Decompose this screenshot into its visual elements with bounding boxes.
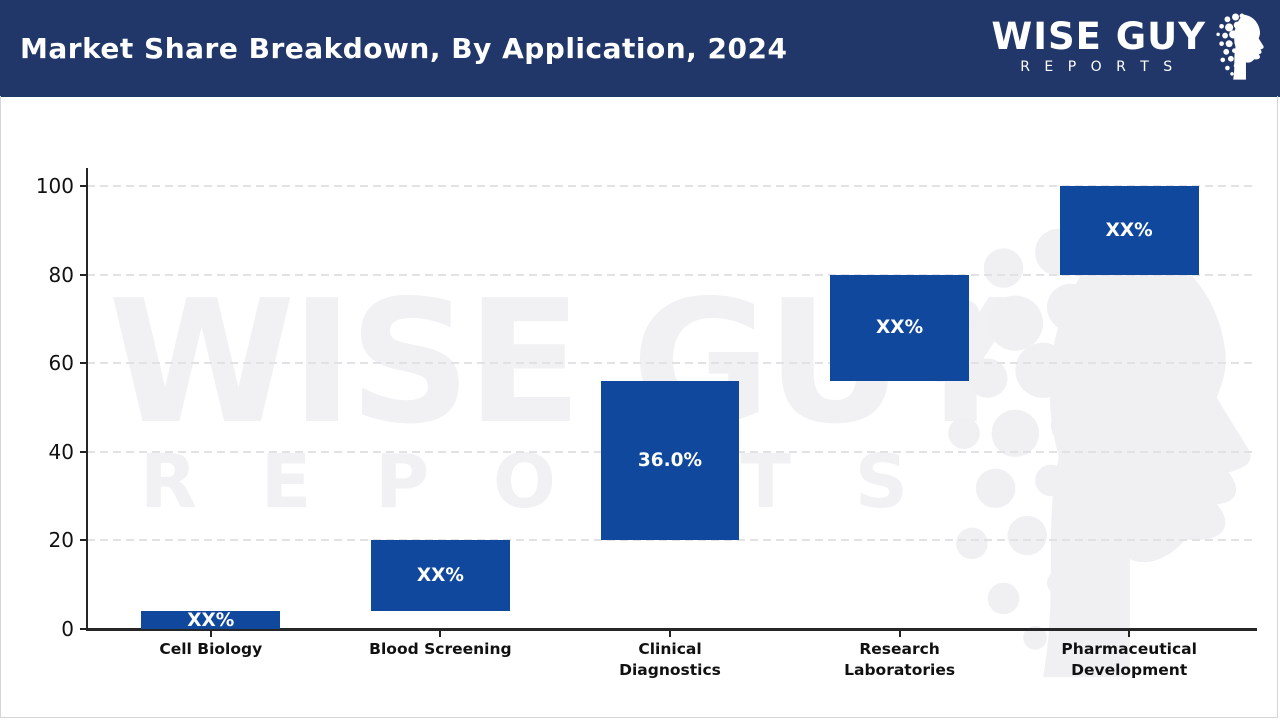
bar-cell-biology: XX%: [141, 609, 281, 631]
head-logo-icon: [1210, 8, 1268, 84]
y-axis-tick-mark: [80, 362, 87, 365]
page-title: Market Share Breakdown, By Application, …: [20, 32, 788, 65]
bar-value-label: XX%: [187, 609, 235, 631]
bar-pharmaceutical-development: XX%: [1059, 186, 1199, 275]
gridline-80: [87, 273, 1256, 276]
y-axis-tick-label: 0: [61, 617, 74, 641]
x-axis-line: [86, 628, 1257, 631]
y-axis-tick-mark: [80, 273, 87, 276]
gridline-20: [87, 539, 1256, 542]
y-axis-tick-label: 80: [48, 262, 74, 287]
y-axis-tick-label: 100: [35, 174, 74, 198]
y-axis-tick-label: 40: [48, 439, 74, 464]
bar-value-label: 36.0%: [637, 450, 703, 472]
x-axis-category-label: Pharmaceutical Development: [1061, 640, 1197, 679]
bar-value-label: XX%: [1105, 219, 1153, 241]
gridline-60: [87, 362, 1256, 365]
logo-wordmark-block: WISE GUY R E P O R T S: [991, 16, 1206, 76]
x-axis-tick-mark: [669, 630, 671, 637]
bar-value-label: XX%: [416, 565, 464, 587]
y-axis-tick-label: 20: [48, 528, 74, 553]
y-axis-tick-mark: [80, 539, 87, 542]
y-axis-tick-mark: [80, 450, 87, 453]
bar-blood-screening: XX%: [370, 540, 510, 612]
header-bar: Market Share Breakdown, By Application, …: [0, 0, 1280, 97]
x-axis-category-label: Clinical Diagnostics: [619, 640, 721, 679]
bar-value-label: XX%: [876, 317, 924, 339]
x-axis-category-label: Blood Screening: [369, 640, 512, 658]
logo-wordmark: WISE GUY: [991, 15, 1206, 58]
watermark-subtitle: R E P O R T S: [140, 439, 928, 525]
bar-clinical-diagnostics: 36.0%: [600, 380, 740, 541]
x-axis-category-label: Cell Biology: [159, 640, 263, 658]
logo-subtitle: R E P O R T S: [1020, 59, 1178, 75]
x-axis-tick-mark: [439, 630, 442, 637]
x-axis-tick-mark: [898, 630, 901, 637]
x-axis-tick-mark: [1128, 630, 1131, 637]
x-axis-category-label: Research Laboratories: [844, 640, 956, 679]
bar-research-laboratories: XX%: [830, 274, 970, 381]
wiseguy-logo: WISE GUY R E P O R T S: [991, 8, 1268, 84]
x-axis-tick-mark: [209, 630, 212, 637]
gridline-100: [87, 185, 1256, 187]
y-axis-tick-mark: [80, 185, 87, 187]
y-axis-tick-mark: [80, 628, 87, 630]
y-axis-tick-label: 60: [48, 351, 74, 376]
y-axis-line: [86, 168, 88, 629]
